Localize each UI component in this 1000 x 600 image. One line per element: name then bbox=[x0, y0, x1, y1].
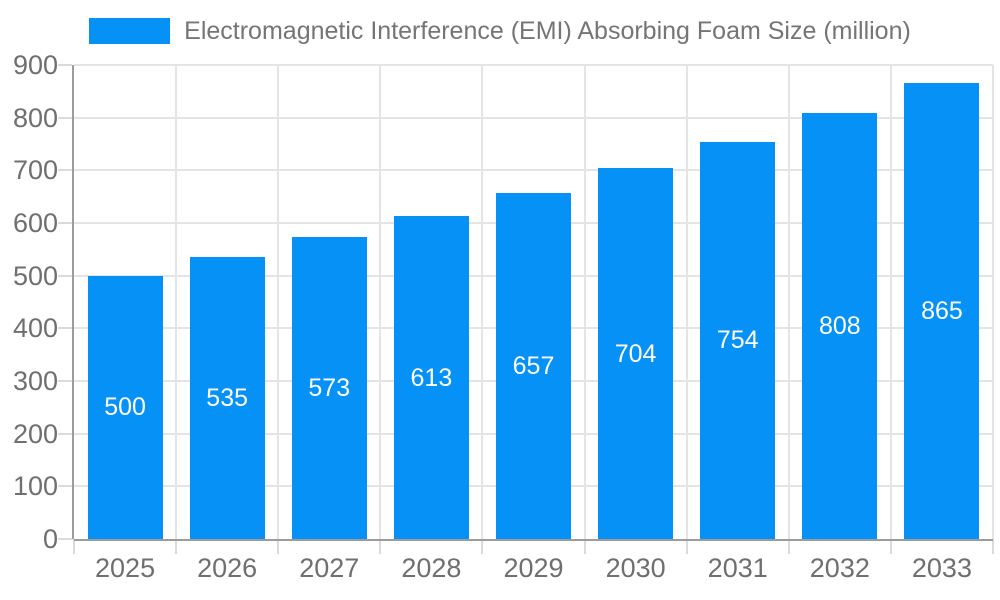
x-axis-label: 2026 bbox=[197, 553, 258, 583]
x-axis-label: 2028 bbox=[401, 553, 462, 583]
plot-area: 500 535 573 613 657 704 754 808 865 bbox=[58, 64, 994, 554]
x-gridline bbox=[685, 65, 688, 539]
x-axis-tick bbox=[277, 539, 280, 554]
x-gridline bbox=[379, 65, 382, 539]
bar-value-label: 865 bbox=[921, 297, 963, 326]
x-axis-label: 2030 bbox=[605, 553, 666, 583]
y-axis-label: 900 bbox=[12, 50, 58, 80]
bar-value-label: 754 bbox=[716, 326, 759, 355]
x-gridline bbox=[175, 65, 178, 539]
y-axis-tick bbox=[58, 169, 72, 172]
x-axis-tick bbox=[175, 539, 178, 554]
y-axis-tick bbox=[58, 380, 72, 382]
x-gridline bbox=[481, 65, 484, 539]
y-axis-tick bbox=[58, 274, 72, 277]
y-gridline bbox=[74, 64, 993, 66]
x-axis-tick bbox=[787, 539, 790, 554]
y-axis-label: 700 bbox=[12, 155, 58, 186]
chart-legend[interactable]: Electromagnetic Interference (EMI) Absor… bbox=[0, 16, 1000, 46]
y-axis-label: 200 bbox=[12, 418, 58, 449]
bar[interactable]: 704 bbox=[598, 168, 674, 539]
bar-value-label: 535 bbox=[206, 384, 249, 413]
x-axis-label: 2029 bbox=[503, 553, 564, 583]
bar[interactable]: 613 bbox=[393, 216, 469, 539]
bar-value-label: 704 bbox=[614, 339, 657, 368]
y-axis-label: 400 bbox=[12, 313, 58, 344]
bar[interactable]: 754 bbox=[700, 141, 776, 539]
x-axis-line bbox=[74, 539, 993, 541]
y-axis-label: 800 bbox=[12, 102, 58, 133]
x-gridline bbox=[889, 65, 892, 539]
x-gridline bbox=[277, 65, 280, 539]
y-axis-tick bbox=[58, 432, 72, 435]
y-axis-label: 600 bbox=[12, 208, 58, 238]
x-gridline bbox=[992, 65, 994, 539]
bar[interactable]: 865 bbox=[904, 83, 980, 539]
x-axis-tick bbox=[583, 539, 586, 554]
bar-value-label: 500 bbox=[104, 393, 146, 422]
bar[interactable]: 573 bbox=[291, 237, 367, 539]
x-gridline bbox=[583, 65, 586, 539]
bar-value-label: 808 bbox=[818, 312, 861, 341]
y-axis-tick bbox=[58, 64, 72, 66]
x-axis-tick bbox=[685, 539, 688, 554]
x-axis-tick bbox=[73, 539, 75, 554]
x-axis-tick bbox=[379, 539, 382, 554]
x-axis-tick bbox=[481, 539, 484, 554]
bar[interactable]: 808 bbox=[802, 113, 878, 539]
y-gridline bbox=[74, 116, 993, 119]
y-axis-line bbox=[72, 65, 74, 539]
bar[interactable]: 657 bbox=[496, 192, 571, 539]
x-axis-label: 2033 bbox=[911, 553, 972, 583]
y-axis-tick bbox=[58, 485, 72, 488]
x-axis-tick bbox=[992, 539, 994, 554]
x-axis-label: 2031 bbox=[707, 553, 768, 583]
bar[interactable]: 535 bbox=[189, 257, 265, 539]
y-axis-tick bbox=[58, 116, 72, 119]
y-axis-tick bbox=[58, 538, 72, 540]
y-axis-label: 100 bbox=[12, 471, 58, 502]
y-axis-label: 300 bbox=[12, 366, 58, 396]
bar-value-label: 573 bbox=[308, 374, 351, 403]
bar-value-label: 613 bbox=[410, 363, 453, 392]
x-gridline bbox=[787, 65, 790, 539]
x-axis-label: 2025 bbox=[95, 553, 156, 583]
x-axis-label: 2032 bbox=[809, 553, 870, 583]
bar[interactable]: 500 bbox=[87, 275, 163, 539]
y-axis-label: 500 bbox=[12, 260, 58, 291]
y-axis-tick bbox=[58, 327, 72, 330]
y-gridline bbox=[74, 169, 993, 172]
legend-label[interactable]: Electromagnetic Interference (EMI) Absor… bbox=[184, 17, 911, 45]
y-axis-tick bbox=[58, 222, 72, 224]
bar-value-label: 657 bbox=[512, 351, 555, 380]
x-axis-label: 2027 bbox=[299, 553, 360, 583]
y-axis-label: 0 bbox=[42, 524, 58, 554]
x-axis-tick bbox=[889, 539, 892, 554]
legend-swatch[interactable] bbox=[89, 18, 171, 44]
